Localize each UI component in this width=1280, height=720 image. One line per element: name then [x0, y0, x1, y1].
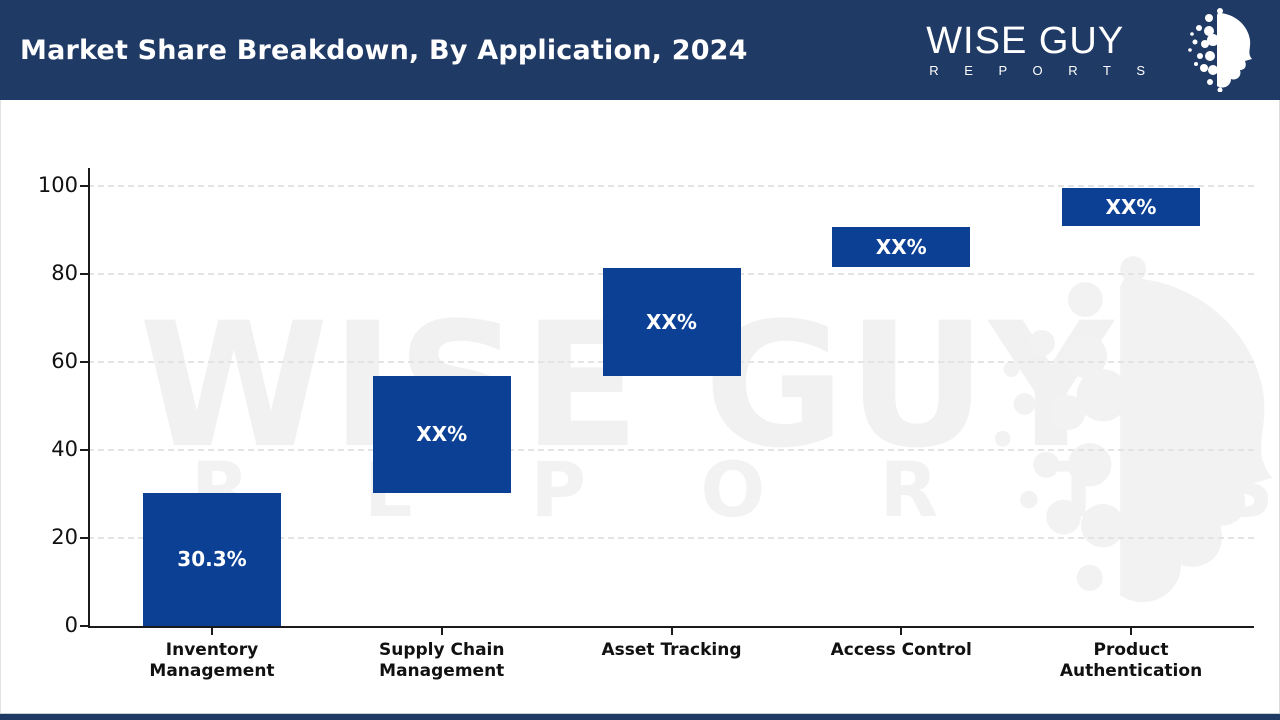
bar-supply-chain-management: XX%: [372, 376, 511, 493]
y-axis-tick-label: 0: [64, 613, 78, 637]
y-axis-tick-label: 80: [51, 261, 78, 285]
y-axis-tick: [80, 273, 88, 275]
bottom-border: [0, 713, 1280, 714]
y-axis-tick: [80, 361, 88, 363]
y-axis-tick: [80, 537, 88, 539]
x-axis-tick: [670, 628, 673, 635]
y-axis-tick: [80, 185, 88, 187]
wise-guy-head-logo-icon: [1162, 4, 1254, 96]
gridline: [88, 449, 1254, 451]
bar-value-label: XX%: [875, 235, 927, 260]
y-axis-tick-label: 100: [37, 173, 78, 197]
x-axis-tick: [900, 628, 903, 635]
header-banner: Market Share Breakdown, By Application, …: [0, 0, 1280, 100]
y-axis-tick-label: 20: [51, 525, 78, 549]
bar-value-label: XX%: [416, 422, 468, 447]
bar-value-label: XX%: [1105, 195, 1157, 220]
wise-guy-logo: WISE GUY R E P O R T S: [926, 4, 1254, 96]
logo-text: WISE GUY R E P O R T S: [926, 22, 1156, 78]
bar-access-control: XX%: [832, 227, 971, 268]
gridline: [88, 185, 1254, 187]
page-title: Market Share Breakdown, By Application, …: [20, 34, 748, 66]
bar-inventory-management: 30.3%: [143, 492, 281, 626]
logo-wordmark: WISE GUY: [926, 20, 1125, 62]
watermark-head-icon: [881, 180, 1280, 684]
gridline: [88, 537, 1254, 539]
logo-subtitle: R E P O R T S: [929, 63, 1156, 78]
y-axis-line: [88, 168, 90, 628]
chart-area: WISE GUY R E P O R T S 0 20 40 60 80 100 30.3%…: [0, 100, 1280, 713]
x-axis-tick: [440, 628, 443, 635]
x-axis-category-label: Asset Tracking: [601, 640, 742, 660]
x-axis-category-label: Product Authentication: [1059, 640, 1203, 682]
x-axis-tick: [1130, 628, 1132, 635]
bar-product-authentication: XX%: [1062, 188, 1200, 227]
x-axis-tick: [211, 628, 213, 635]
y-axis-tick-label: 40: [51, 437, 78, 461]
x-axis-line: [88, 626, 1254, 628]
y-axis-tick-label: 60: [51, 349, 78, 373]
x-axis-category-label: Supply Chain Management: [379, 640, 505, 682]
y-axis-tick: [80, 625, 88, 627]
bar-asset-tracking: XX%: [602, 268, 741, 377]
x-axis-category-label: Inventory Management: [149, 640, 275, 682]
x-axis-category-label: Access Control: [830, 640, 972, 660]
bar-value-label: 30.3%: [177, 547, 247, 572]
footer-stripe: [0, 714, 1280, 720]
y-axis-tick: [80, 449, 88, 451]
bar-value-label: XX%: [646, 310, 697, 335]
